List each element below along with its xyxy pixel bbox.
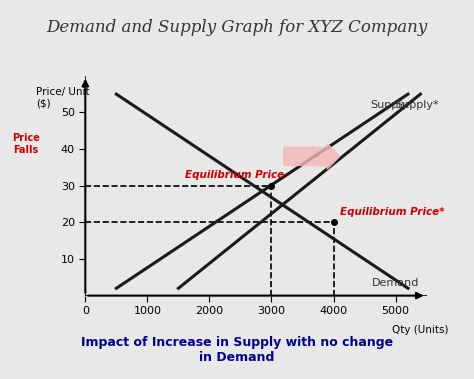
Text: Equilibrium Price*: Equilibrium Price* bbox=[340, 207, 444, 217]
Text: Supply*: Supply* bbox=[395, 100, 439, 110]
FancyArrow shape bbox=[284, 144, 340, 169]
Text: Supply: Supply bbox=[370, 100, 409, 110]
Text: Price
Falls: Price Falls bbox=[12, 133, 40, 155]
Text: Demand: Demand bbox=[372, 278, 419, 288]
Text: Demand and Supply Graph for XYZ Company: Demand and Supply Graph for XYZ Company bbox=[46, 19, 428, 36]
Text: Impact of Increase in Supply with no change
in Demand: Impact of Increase in Supply with no cha… bbox=[81, 336, 393, 364]
Text: Price/ Unit
($): Price/ Unit ($) bbox=[36, 87, 89, 108]
Text: Qty (Units): Qty (Units) bbox=[392, 325, 449, 335]
Text: Equilibrium Price: Equilibrium Price bbox=[184, 170, 284, 180]
